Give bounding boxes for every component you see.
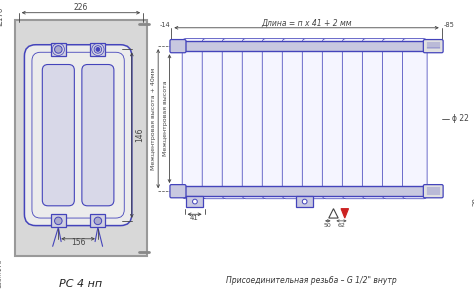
Text: 41: 41	[190, 215, 199, 221]
Bar	[184, 41, 425, 51]
Text: Присоединительная резьба – G 1/2" внутр: Присоединительная резьба – G 1/2" внутр	[227, 276, 397, 285]
FancyBboxPatch shape	[362, 38, 387, 199]
Polygon shape	[341, 209, 348, 218]
Circle shape	[55, 217, 62, 225]
Bar	[184, 41, 425, 196]
FancyBboxPatch shape	[222, 38, 247, 199]
Text: 50: 50	[324, 223, 332, 228]
Circle shape	[302, 199, 307, 204]
FancyBboxPatch shape	[82, 65, 114, 206]
Bar	[91, 214, 105, 227]
Circle shape	[96, 48, 100, 51]
FancyBboxPatch shape	[182, 38, 207, 199]
Text: Длина = п x 41 + 2 мм: Длина = п x 41 + 2 мм	[261, 19, 352, 28]
FancyBboxPatch shape	[322, 38, 347, 199]
Circle shape	[94, 217, 101, 225]
Text: ≥170: ≥170	[0, 7, 3, 26]
Bar	[51, 43, 66, 56]
Text: 156: 156	[71, 238, 85, 247]
Polygon shape	[329, 209, 338, 218]
FancyBboxPatch shape	[25, 45, 132, 226]
Text: 130...170: 130...170	[0, 259, 2, 288]
Text: Межцентровая высота + 40мм: Межцентровая высота + 40мм	[151, 67, 156, 170]
FancyBboxPatch shape	[423, 185, 443, 198]
FancyBboxPatch shape	[423, 40, 443, 53]
Text: РС 4 нп: РС 4 нп	[59, 279, 102, 289]
Text: -14: -14	[160, 22, 171, 28]
Text: 20: 20	[473, 197, 474, 206]
Text: 146: 146	[135, 128, 144, 142]
FancyBboxPatch shape	[383, 38, 407, 199]
Text: Межцентровая высота: Межцентровая высота	[163, 81, 168, 157]
Text: 62: 62	[337, 223, 346, 228]
FancyBboxPatch shape	[170, 40, 186, 53]
Text: 226: 226	[74, 4, 88, 12]
Bar	[15, 20, 147, 256]
FancyBboxPatch shape	[402, 38, 427, 199]
FancyBboxPatch shape	[283, 38, 307, 199]
Bar	[184, 186, 425, 196]
FancyBboxPatch shape	[170, 185, 186, 198]
Bar	[91, 43, 105, 56]
FancyBboxPatch shape	[242, 38, 267, 199]
Bar	[296, 196, 313, 207]
Bar	[51, 214, 66, 227]
FancyBboxPatch shape	[202, 38, 227, 199]
Text: ϕ 22: ϕ 22	[452, 114, 469, 123]
FancyBboxPatch shape	[42, 65, 74, 206]
FancyBboxPatch shape	[302, 38, 327, 199]
Text: -85: -85	[444, 22, 455, 28]
Circle shape	[55, 46, 62, 53]
FancyBboxPatch shape	[262, 38, 287, 199]
Bar	[186, 196, 203, 207]
Circle shape	[192, 199, 197, 204]
FancyBboxPatch shape	[342, 38, 367, 199]
